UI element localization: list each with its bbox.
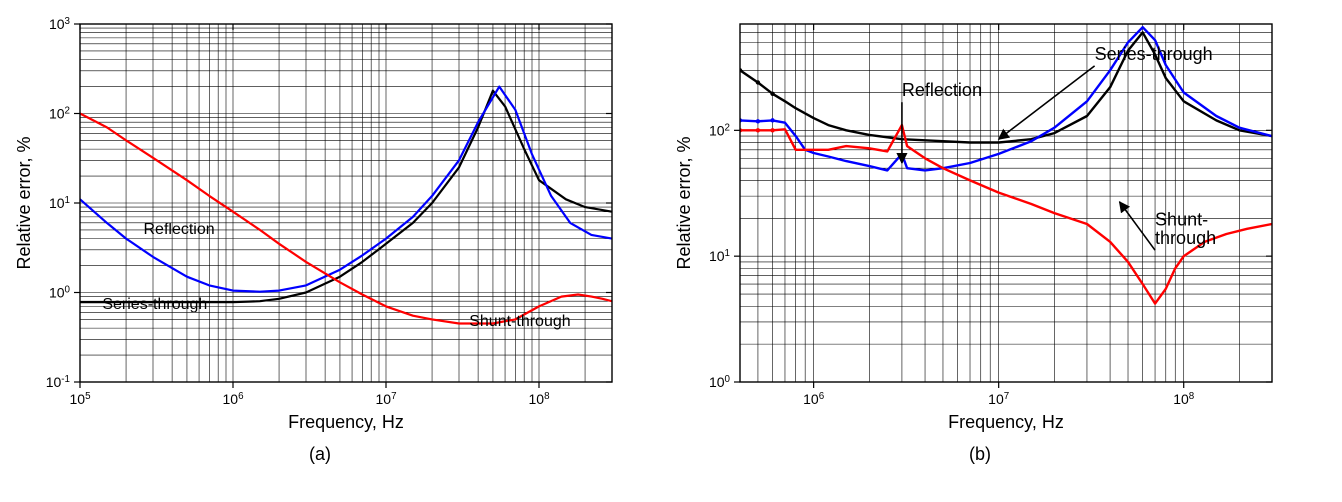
svg-text:108: 108 — [528, 391, 550, 408]
svg-text:10-1: 10-1 — [46, 374, 70, 391]
svg-text:107: 107 — [988, 391, 1009, 408]
svg-text:Relative error, %: Relative error, % — [14, 136, 34, 269]
svg-text:102: 102 — [709, 122, 730, 139]
chart-b: 106 107 108 100 101 102 Frequency, Hz Relative … — [670, 10, 1290, 440]
svg-text:through: through — [1155, 228, 1216, 248]
svg-text:107: 107 — [375, 391, 396, 408]
svg-text:Series-through: Series-through — [102, 296, 207, 313]
svg-text:Relative error, %: Relative error, % — [674, 136, 694, 269]
svg-text:101: 101 — [709, 248, 730, 265]
panel-b: 106 107 108 100 101 102 Frequency, Hz Relative … — [670, 10, 1290, 492]
svg-text:Frequency, Hz: Frequency, Hz — [288, 412, 404, 432]
svg-text:105: 105 — [69, 391, 91, 408]
svg-text:106: 106 — [803, 391, 825, 408]
caption-a: (a) — [309, 444, 331, 465]
svg-text:103: 103 — [49, 16, 71, 33]
svg-text:102: 102 — [49, 105, 70, 122]
svg-text:Series-through: Series-through — [1095, 44, 1213, 64]
svg-text:Frequency, Hz: Frequency, Hz — [948, 412, 1064, 432]
svg-text:100: 100 — [49, 284, 71, 301]
caption-b: (b) — [969, 444, 991, 465]
svg-text:106: 106 — [222, 391, 244, 408]
svg-text:100: 100 — [709, 374, 731, 391]
svg-text:Reflection: Reflection — [902, 80, 982, 100]
svg-text:108: 108 — [1173, 391, 1195, 408]
panel-a: 105 106 107 108 10-1 100 101 102 103 Frequency, H… — [10, 10, 630, 492]
chart-svg: 106 107 108 100 101 102 Frequency, Hz Relative … — [670, 10, 1290, 440]
svg-text:Reflection: Reflection — [143, 221, 214, 238]
svg-text:Shunt-through: Shunt-through — [469, 313, 570, 330]
chart-svg: 105 106 107 108 10-1 100 101 102 103 Frequency, H… — [10, 10, 630, 440]
svg-text:Shunt-: Shunt- — [1155, 209, 1208, 229]
chart-a: 105 106 107 108 10-1 100 101 102 103 Frequency, H… — [10, 10, 630, 440]
svg-text:101: 101 — [49, 195, 70, 212]
